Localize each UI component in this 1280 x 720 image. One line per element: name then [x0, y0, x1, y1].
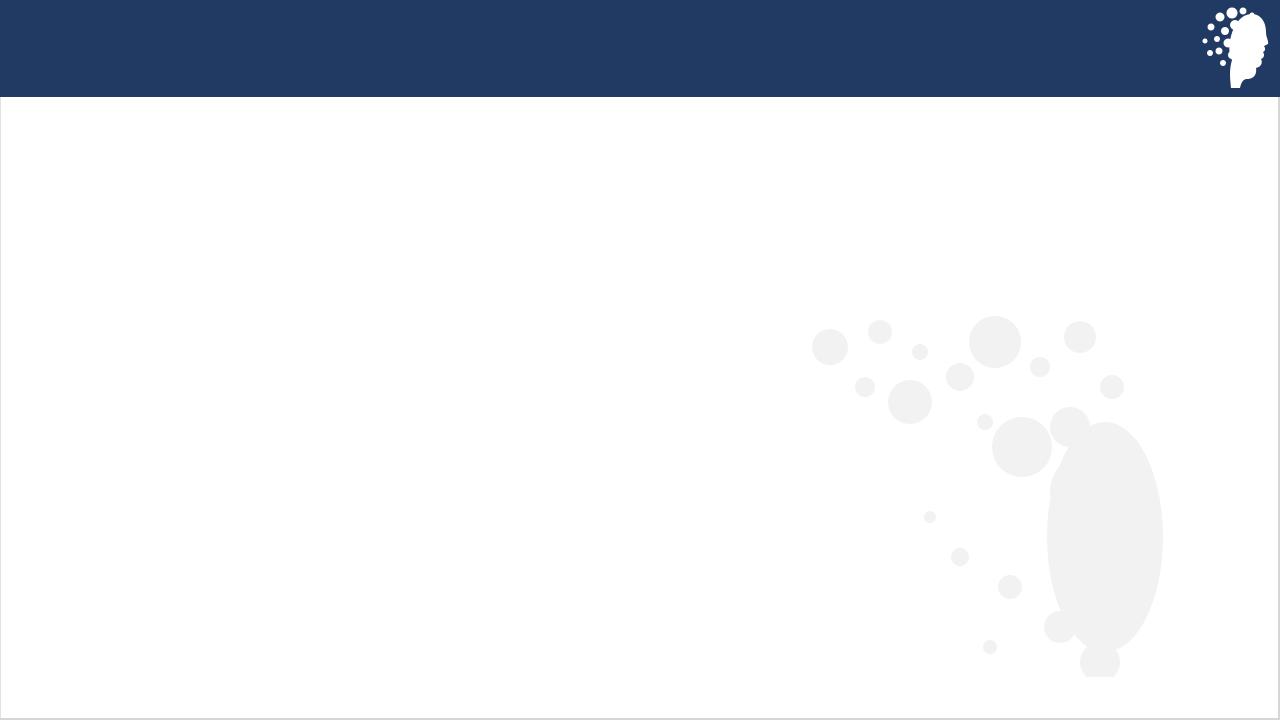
brand-logo [1194, 6, 1270, 92]
header [0, 0, 1280, 97]
watermark-dots-face [812, 316, 1163, 677]
logo-face-icon [1202, 7, 1269, 88]
chart-area [0, 97, 1280, 720]
